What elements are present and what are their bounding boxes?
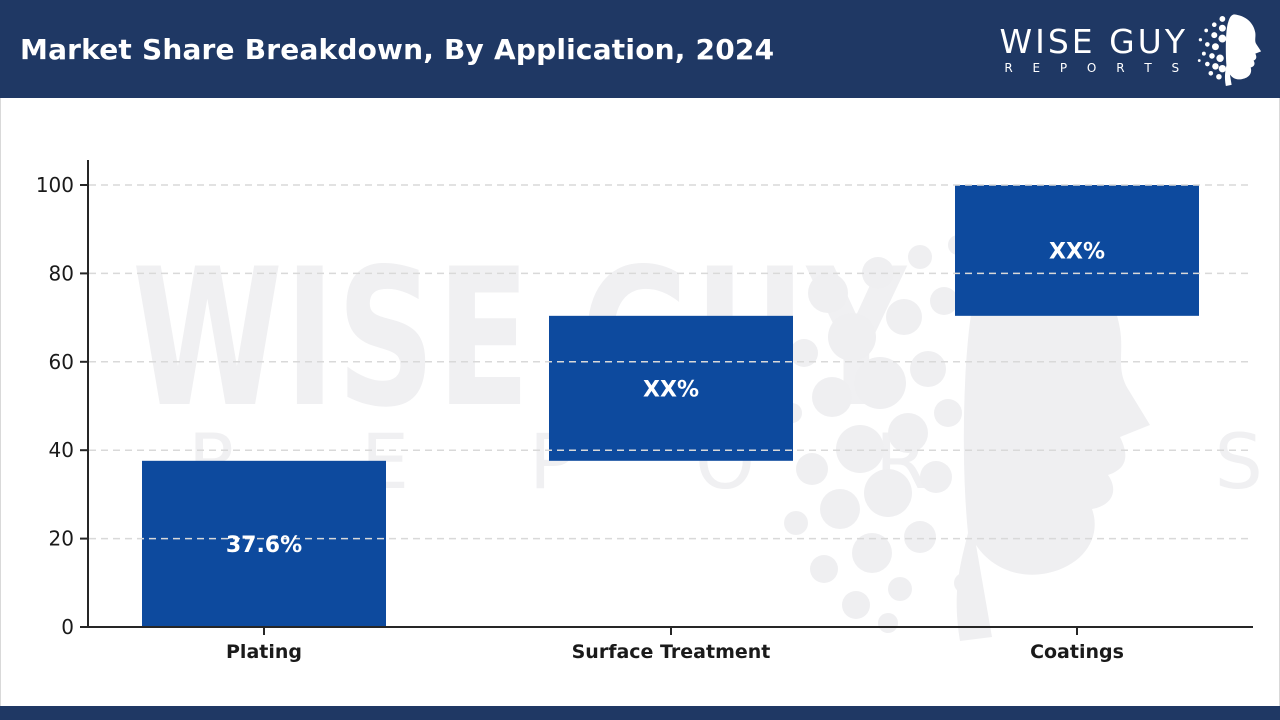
- y-tick-label: 80: [49, 261, 74, 285]
- wiseguy-logo: WISE GUY R E P O R T S: [999, 0, 1264, 98]
- page-title: Market Share Breakdown, By Application, …: [20, 32, 775, 66]
- x-category-label: Surface Treatment: [572, 641, 771, 663]
- y-tick-label: 40: [49, 438, 74, 462]
- bar-value-label: 37.6%: [226, 533, 302, 558]
- bar-value-label: XX%: [643, 377, 699, 402]
- x-category-label: Plating: [226, 641, 302, 663]
- bar-plating: [142, 460, 386, 627]
- y-tick-label: 0: [61, 615, 74, 639]
- logo-wiseguy-text: WISE GUY: [999, 21, 1188, 61]
- logo-face-icon: [1197, 14, 1262, 86]
- bar-value-label: XX%: [1049, 239, 1105, 264]
- x-category-label: Coatings: [1030, 641, 1124, 663]
- logo-reports-text: R E P O R T S: [1004, 60, 1188, 75]
- y-tick-label: 60: [49, 350, 74, 374]
- bar-surface-treatment: [549, 315, 793, 461]
- footer-bar: [0, 706, 1280, 720]
- bar-coatings: [955, 185, 1199, 316]
- y-tick-label: 100: [36, 173, 74, 197]
- y-tick-label: 20: [49, 527, 74, 551]
- header-bar: Market Share Breakdown, By Application, …: [0, 0, 1280, 98]
